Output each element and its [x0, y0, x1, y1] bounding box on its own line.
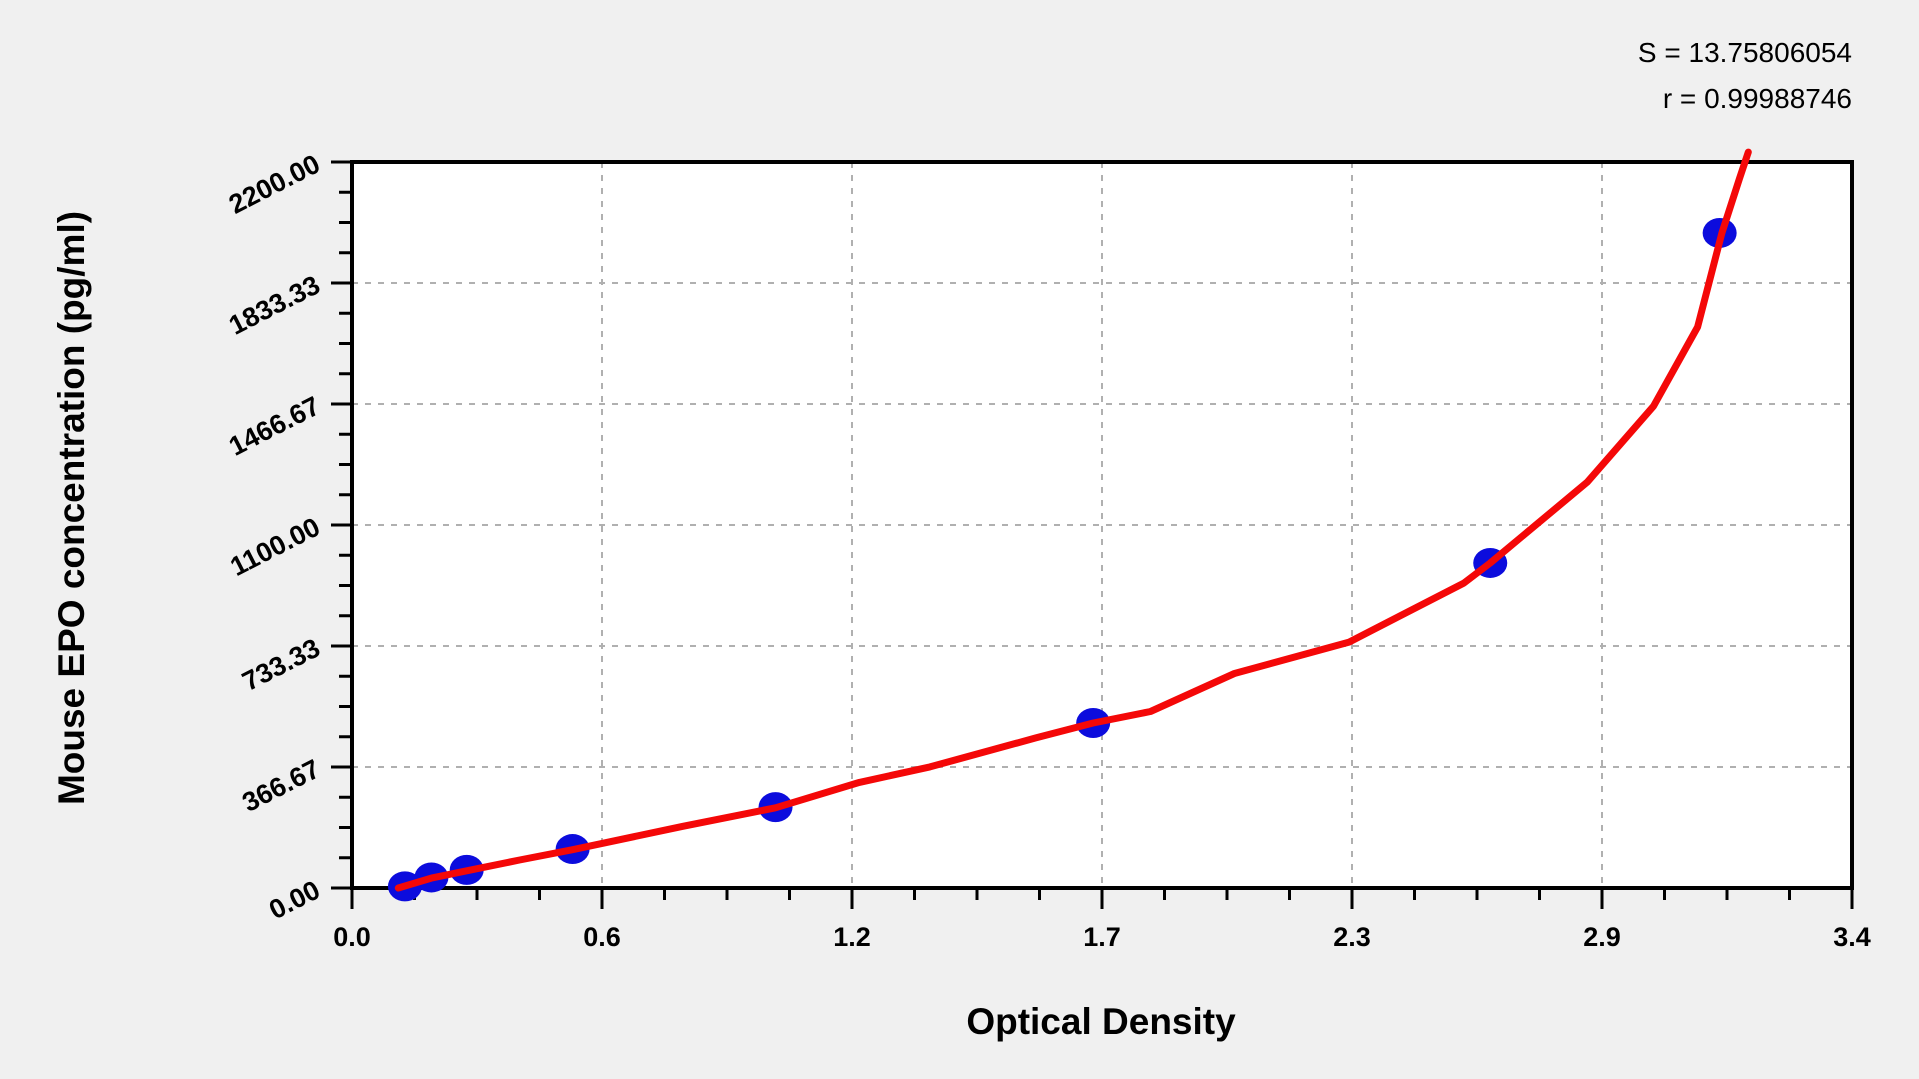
y-tick-label: 366.67	[238, 754, 325, 818]
fit-statistics: S = 13.75806054 r = 0.99988746	[1638, 30, 1852, 122]
y-tick-label: 0.00	[264, 875, 324, 926]
fit-curve	[394, 148, 1752, 892]
x-axis-title: Optical Density	[966, 1001, 1236, 1042]
x-tick-label: 3.4	[1833, 922, 1871, 952]
x-tick-label: 2.3	[1333, 922, 1371, 952]
y-tick-label: 733.33	[238, 633, 325, 697]
y-axis-title: Mouse EPO concentration (pg/ml)	[51, 210, 92, 806]
x-tick-label: 0.6	[583, 922, 621, 952]
x-tick-label: 0.0	[333, 922, 371, 952]
x-tick-label: 1.7	[1083, 922, 1121, 952]
fit-stat-s: S = 13.75806054	[1637, 37, 1852, 68]
y-tick-label: 1833.33	[224, 270, 325, 341]
fit-stat-r: r = 0.99988746	[1662, 83, 1852, 114]
y-tick-label: 1466.67	[224, 391, 325, 462]
plot-frame	[350, 160, 1854, 890]
x-tick-label: 2.9	[1583, 922, 1621, 952]
y-tick-label: 1100.00	[225, 512, 324, 582]
y-tick-label: 2200.00	[224, 149, 325, 220]
x-tick-label: 1.2	[833, 922, 871, 952]
